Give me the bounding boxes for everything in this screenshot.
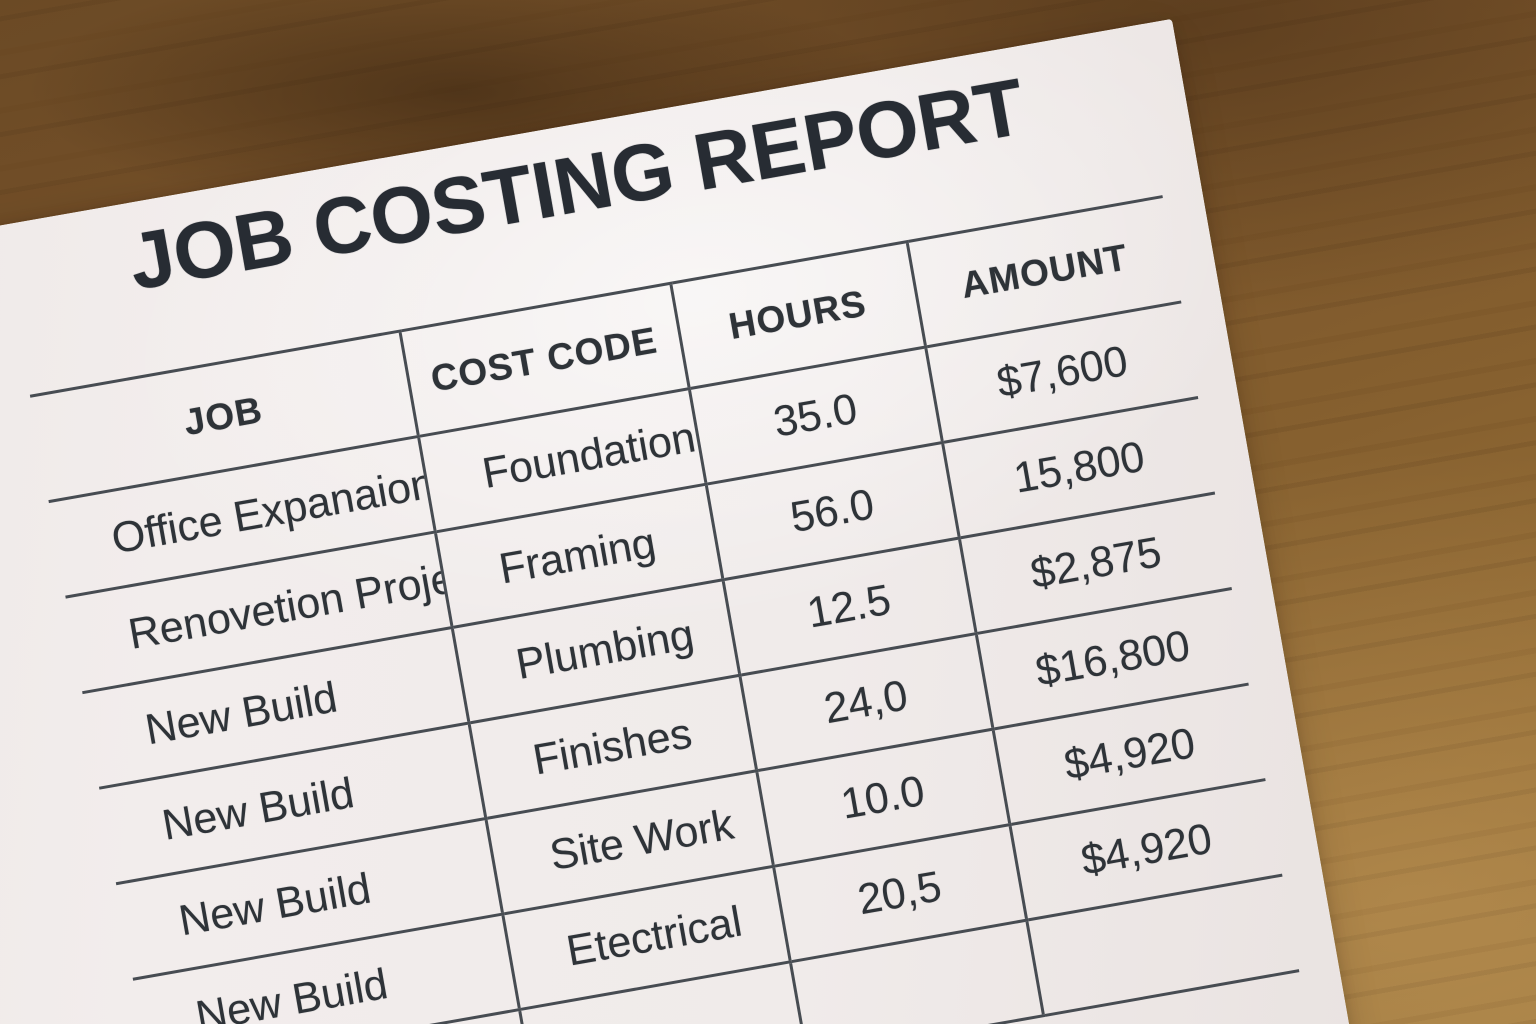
- job-costing-table: JOB COST CODE HOURS AMOUNT Office Expana…: [30, 195, 1300, 1024]
- paper-document: JOB COSTING REPORT JOB COST CODE HOURS A…: [0, 18, 1450, 1024]
